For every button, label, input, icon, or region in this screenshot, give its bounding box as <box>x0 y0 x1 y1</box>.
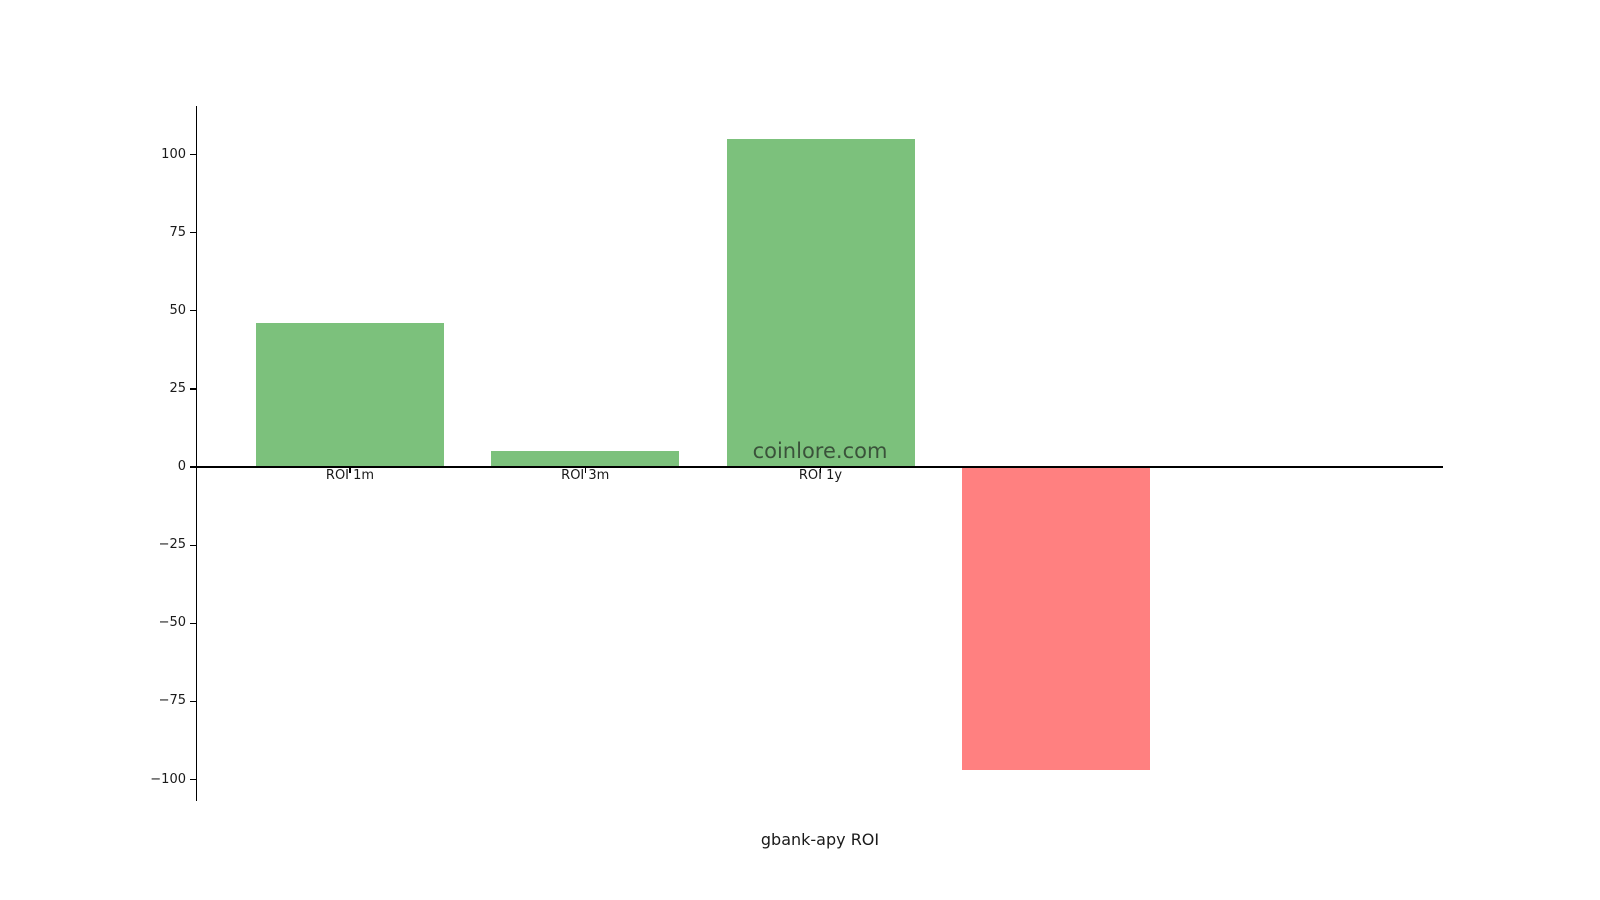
y-tick-label: −50 <box>158 615 186 631</box>
chart-xlabel: gbank-apy ROI <box>760 830 880 849</box>
bar <box>256 323 444 467</box>
y-tick-label: −25 <box>158 537 186 553</box>
x-tick-mark <box>819 466 822 473</box>
y-tick-mark <box>190 544 197 546</box>
y-tick-label: 50 <box>169 302 186 318</box>
y-tick-mark <box>190 153 197 156</box>
x-tick-mark <box>349 466 351 473</box>
y-tick-mark <box>190 700 197 703</box>
y-tick-mark <box>190 310 197 312</box>
y-tick-mark <box>190 622 197 624</box>
y-axis-line <box>196 106 198 801</box>
y-tick-mark <box>190 388 197 390</box>
x-tick-label: ROI 1y <box>798 468 843 483</box>
y-tick-mark <box>190 232 197 234</box>
y-tick-label: −100 <box>150 771 186 787</box>
y-tick-label: 100 <box>161 146 186 162</box>
bar <box>726 138 915 467</box>
y-tick-label: 25 <box>169 380 186 396</box>
x-tick-mark <box>584 466 586 473</box>
x-tick-label: ROI 3m <box>561 468 610 483</box>
y-tick-label: 0 <box>177 459 186 474</box>
y-tick-mark <box>190 778 197 781</box>
watermark-text: coinlore.com <box>752 439 888 463</box>
x-tick-label: ROI 1m <box>325 468 375 483</box>
y-tick-label: 75 <box>169 224 186 240</box>
x-axis-line <box>196 466 1443 468</box>
bar <box>491 451 680 467</box>
y-tick-label: −75 <box>158 693 186 709</box>
y-tick-mark <box>190 466 197 468</box>
bar <box>961 467 1150 771</box>
